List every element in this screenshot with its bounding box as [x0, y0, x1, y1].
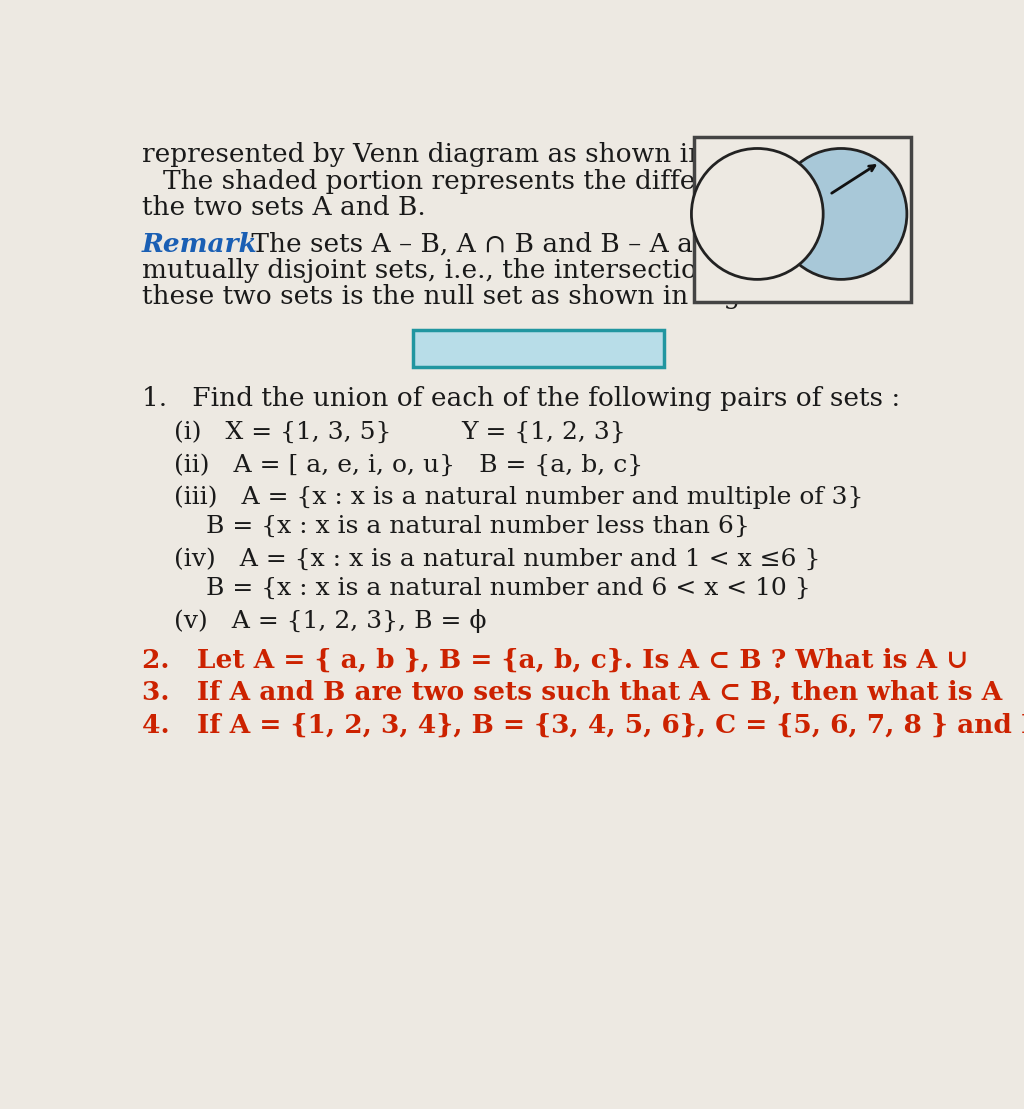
Text: the two sets A and B.: the two sets A and B.	[142, 195, 426, 220]
Text: The shaded portion represents the difference of: The shaded portion represents the differ…	[163, 169, 805, 193]
Text: B = {x : x is a natural number less than 6}: B = {x : x is a natural number less than…	[206, 515, 750, 538]
Text: (i)   X = {1, 3, 5}: (i) X = {1, 3, 5}	[174, 421, 392, 444]
Circle shape	[775, 149, 907, 279]
Text: 1.   Find the union of each of the following pairs of sets :: 1. Find the union of each of the followi…	[142, 386, 900, 410]
Text: B = {x : x is a natural number and 6 < x < 10 }: B = {x : x is a natural number and 6 < x…	[206, 577, 810, 600]
Text: Remark: Remark	[142, 232, 258, 256]
Text: 3.   If A and B are two sets such that A ⊂ B, then what is A: 3. If A and B are two sets such that A ⊂…	[142, 680, 1002, 705]
Text: Y = {1, 2, 3}: Y = {1, 2, 3}	[461, 421, 626, 444]
Circle shape	[691, 149, 823, 279]
Text: 2.   Let A = { a, b }, B = {a, b, c}. Is A ⊂ B ? What is A ∪: 2. Let A = { a, b }, B = {a, b, c}. Is A…	[142, 648, 969, 672]
Text: (ii)   A = [ a, e, i, o, u}   B = {a, b, c}: (ii) A = [ a, e, i, o, u} B = {a, b, c}	[174, 454, 644, 477]
Bar	[693, 136, 910, 303]
Text: represented by Venn diagram as shown in Fig 1.8.: represented by Venn diagram as shown in …	[142, 142, 816, 167]
Text: A–B: A–B	[700, 268, 750, 292]
Text: mutually disjoint sets, i.e., the intersection of any of: mutually disjoint sets, i.e., the inters…	[142, 257, 839, 283]
Text: The sets A – B, A ∩ B and B – A are: The sets A – B, A ∩ B and B – A are	[243, 232, 721, 256]
Text: (iii)   A = {x : x is a natural number and multiple of 3}: (iii) A = {x : x is a natural number and…	[174, 486, 864, 509]
Text: EXERCISE 1.4: EXERCISE 1.4	[428, 336, 649, 364]
Text: these two sets is the null set as shown in Fig 1.9.: these two sets is the null set as shown …	[142, 284, 799, 309]
Text: (v)   A = {1, 2, 3}, B = ϕ: (v) A = {1, 2, 3}, B = ϕ	[174, 609, 487, 633]
Text: 4.   If A = {1, 2, 3, 4}, B = {3, 4, 5, 6}, C = {5, 6, 7, 8 } and I: 4. If A = {1, 2, 3, 4}, B = {3, 4, 5, 6}…	[142, 712, 1024, 737]
FancyBboxPatch shape	[414, 330, 665, 367]
Text: (iv)   A = {x : x is a natural number and 1 < x ≤6 }: (iv) A = {x : x is a natural number and …	[174, 548, 821, 570]
